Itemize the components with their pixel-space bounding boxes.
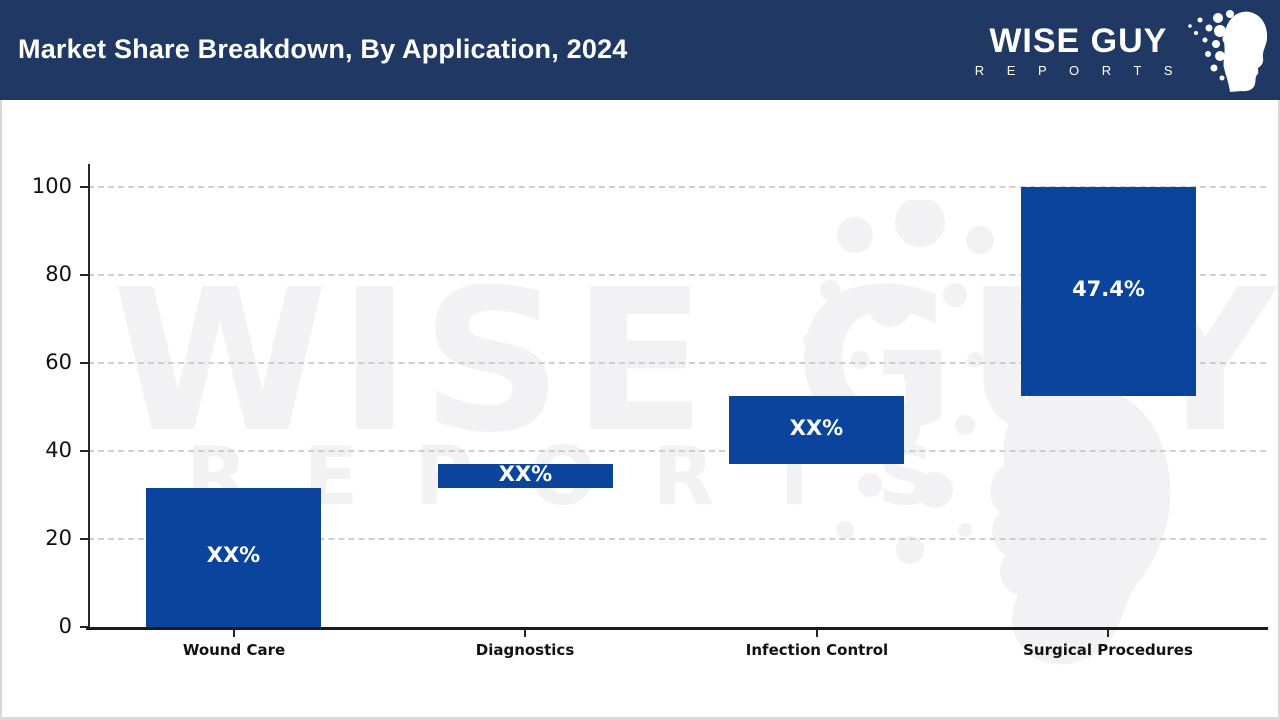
x-tick-mark <box>815 630 818 637</box>
x-axis-line <box>86 627 1268 630</box>
page-title: Market Share Breakdown, By Application, … <box>18 34 628 64</box>
y-tick-label: 20 <box>45 526 72 550</box>
y-tick-label: 0 <box>58 614 72 638</box>
x-tick-label: Wound Care <box>182 641 286 659</box>
gridline <box>88 362 1266 364</box>
bar-value-label: 47.4% <box>1072 277 1145 301</box>
gridline <box>88 538 1266 540</box>
watermark-face-dots <box>792 200 1171 665</box>
y-tick-mark <box>80 450 88 452</box>
bar <box>729 395 904 464</box>
y-tick-label: 80 <box>45 262 72 286</box>
y-tick-mark <box>80 538 88 540</box>
bar <box>1021 187 1196 396</box>
logo-wordmark: WISE GUY <box>989 22 1168 60</box>
bar-value-label: XX% <box>206 543 261 567</box>
gridline <box>88 450 1266 452</box>
x-tick-label: Infection Control <box>745 641 889 659</box>
x-tick-label: Diagnostics <box>475 641 575 659</box>
y-tick-mark <box>80 274 88 276</box>
gridline <box>88 274 1266 276</box>
header-bar: Market Share Breakdown, By Application, … <box>0 0 1280 100</box>
gridline <box>88 186 1266 188</box>
bar <box>438 463 613 488</box>
frame-edge-right <box>1278 100 1280 720</box>
y-tick-mark <box>80 362 88 364</box>
y-tick-label: 60 <box>45 350 72 374</box>
y-tick-mark <box>80 186 88 188</box>
y-tick-mark <box>80 626 88 628</box>
bar <box>146 487 321 627</box>
wise-guy-logo: WISE GUY R E P O R T S <box>975 4 1270 96</box>
x-tick-mark <box>524 630 527 637</box>
bar-value-label: XX% <box>498 462 553 486</box>
x-tick-label: Surgical Procedures <box>1023 641 1193 659</box>
x-tick-mark <box>232 630 235 637</box>
frame-edge-left <box>0 100 2 720</box>
bar-value-label: XX% <box>789 416 844 440</box>
frame-edge-bottom <box>0 717 1280 720</box>
logo-subtitle: R E P O R T S <box>974 63 1182 78</box>
logo-face-icon <box>1188 10 1268 92</box>
x-tick-mark <box>1107 630 1110 637</box>
logo-text: WISE GUY R E P O R T S <box>975 22 1182 78</box>
y-tick-label: 40 <box>45 438 72 462</box>
y-tick-label: 100 <box>31 174 72 198</box>
y-axis-line <box>88 164 90 629</box>
